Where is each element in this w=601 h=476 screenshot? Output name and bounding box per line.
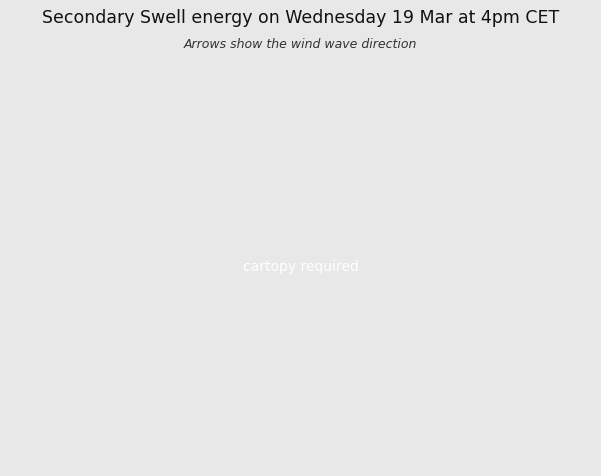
Text: Secondary Swell energy on Wednesday 19 Mar at 4pm CET: Secondary Swell energy on Wednesday 19 M… (42, 9, 559, 27)
Text: cartopy required: cartopy required (243, 259, 358, 274)
Text: Arrows show the wind wave direction: Arrows show the wind wave direction (184, 38, 417, 51)
